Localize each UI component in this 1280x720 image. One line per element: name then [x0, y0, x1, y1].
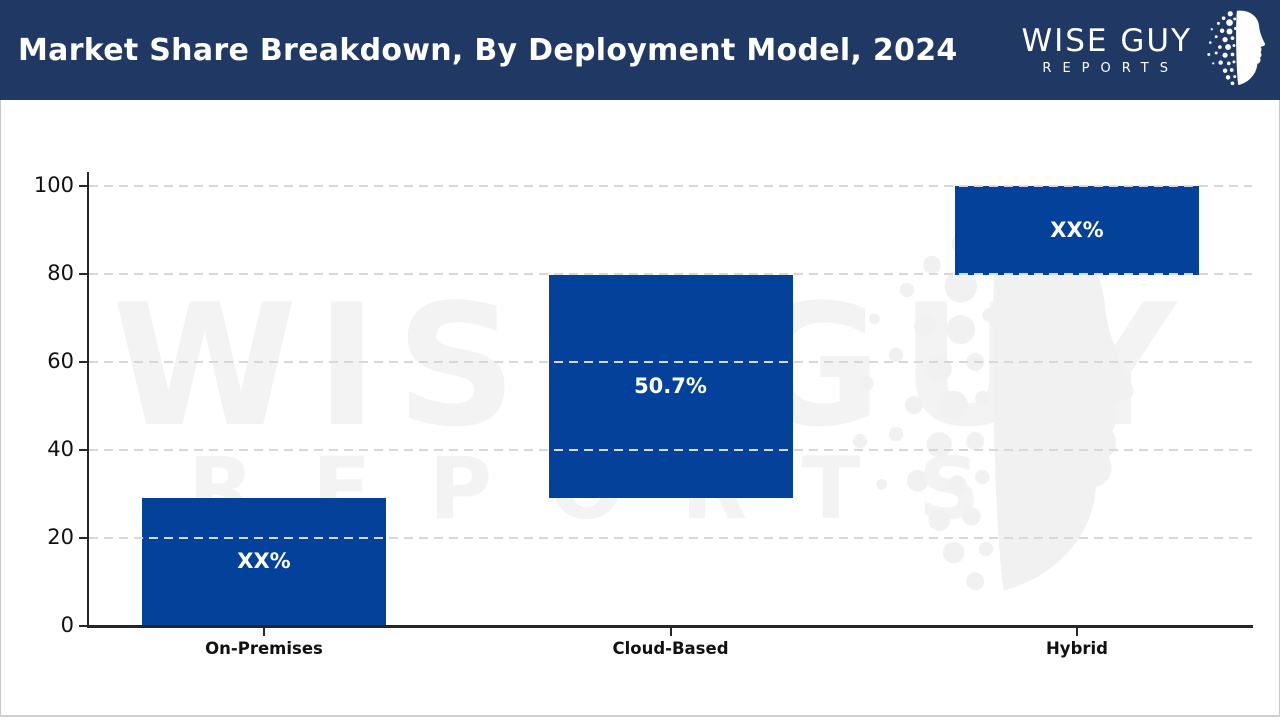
- header: Market Share Breakdown, By Deployment Mo…: [0, 0, 1280, 100]
- logo-line2: REPORTS: [1042, 60, 1180, 76]
- wiseguy-face-icon: [1207, 10, 1266, 86]
- bottom-border: [0, 715, 1280, 717]
- watermark-face-icon: [852, 227, 1134, 591]
- logo-line1: WISE GUY: [1021, 22, 1192, 59]
- page-title: Market Share Breakdown, By Deployment Mo…: [18, 32, 958, 68]
- wiseguy-logo: WISE GUY REPORTS: [1021, 8, 1268, 92]
- logo-wordmark: WISE GUY REPORTS: [1021, 22, 1192, 76]
